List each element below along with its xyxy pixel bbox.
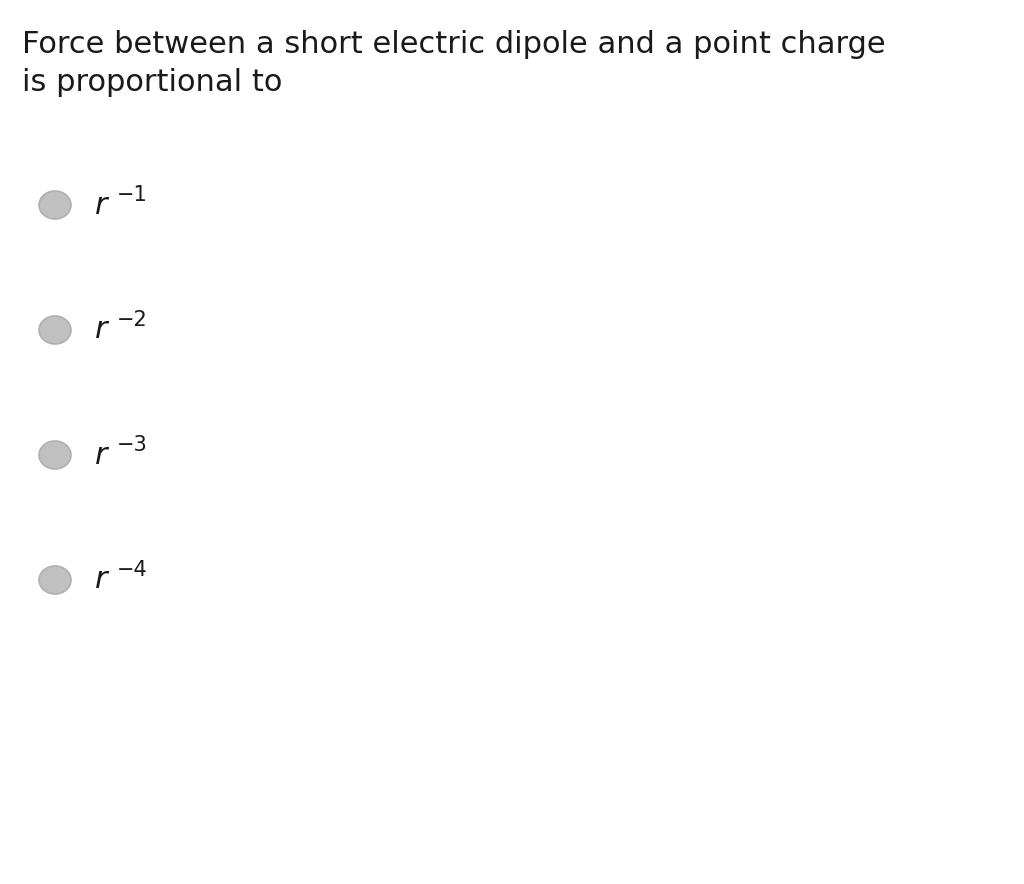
Text: r: r bbox=[95, 440, 108, 469]
Text: is proportional to: is proportional to bbox=[22, 68, 283, 97]
Text: −3: −3 bbox=[117, 435, 147, 455]
Text: r: r bbox=[95, 190, 108, 219]
Ellipse shape bbox=[39, 191, 71, 219]
Ellipse shape bbox=[39, 566, 71, 594]
Text: Force between a short electric dipole and a point charge: Force between a short electric dipole an… bbox=[22, 30, 886, 59]
Text: r: r bbox=[95, 566, 108, 595]
Text: −2: −2 bbox=[117, 310, 147, 330]
Text: −1: −1 bbox=[117, 185, 147, 205]
Text: −4: −4 bbox=[117, 560, 147, 580]
Ellipse shape bbox=[39, 441, 71, 469]
Text: r: r bbox=[95, 316, 108, 345]
Ellipse shape bbox=[39, 316, 71, 344]
